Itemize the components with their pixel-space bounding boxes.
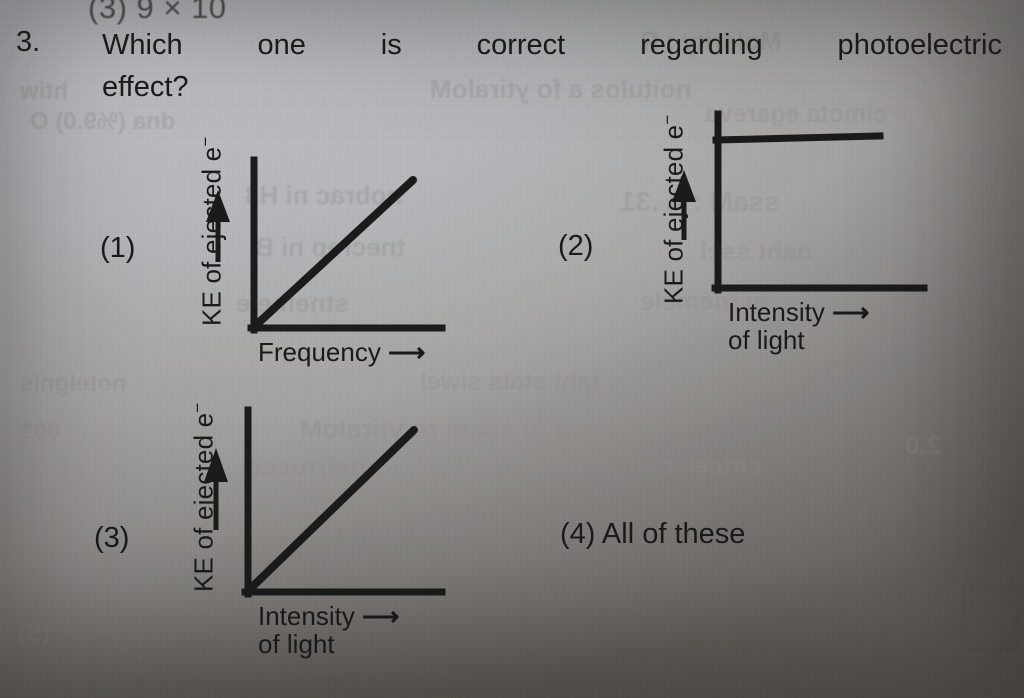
option-2-y-axis-label: KE of ejected e− [658,115,690,304]
option-3-data-line [245,426,418,594]
option-2-y-axis-label-superscript: − [658,114,677,125]
option-3-y-axis-label-text: KE of ejected e [188,412,219,592]
question-text: Which one is correct regarding photoelec… [102,24,1002,108]
option-2-graph: KE of ejected e− Intensity ⟶ of light [632,108,932,354]
option-2-y-axis-label-text: KE of ejected e [658,124,689,304]
option-3-y-axis-label: KE of ejected e− [188,403,220,592]
option-3-y-axis-label-superscript: − [188,402,207,413]
option-2-data-line [712,132,884,144]
option-2-x-axis-label: Intensity ⟶ of light [728,298,869,354]
question-text-line-1: Which one is correct regarding photoelec… [102,29,1002,61]
option-3-graph: KE of ejected e− Intensity ⟶ of light [160,403,460,658]
option-1-y-axis-label-superscript: − [196,136,215,147]
option-3-x-axis-label: Intensity ⟶ of light [258,602,399,658]
option-1-x-axis-arrow-icon: ⟶ [388,337,426,367]
question-text-line-2: effect? [102,71,189,104]
option-3-x-axis-label-text: Intensity [258,601,355,631]
previous-question-fragment: (3) 9 × 10 [88,0,227,25]
option-3-label[interactable]: (3) [94,522,130,554]
option-2-x-axis-arrow-icon: ⟶ [832,297,870,327]
option-1-y-axis-label: KE of ejected e− [196,137,228,326]
paper-bleed-mark [962,586,1018,650]
option-1-y-axis-label-text: KE of ejected e [196,146,227,326]
question-number: 3. [16,26,41,58]
option-1-x-axis-label-text: Frequency [258,337,381,367]
option-1-label[interactable]: (1) [100,232,136,264]
option-2-x-axis-label-line-2: of light [728,325,805,356]
option-3-x-axis-label-line-2: of light [258,629,335,660]
option-4[interactable]: (4) All of these [560,518,745,551]
option-2-x-axis-label-text: Intensity [728,297,825,327]
option-4-label: (4) [560,518,596,550]
option-3-x-axis-arrow-icon: ⟶ [362,601,400,631]
option-1-data-line [251,176,417,330]
option-1-graph: KE of ejected e− Frequency ⟶ [170,137,460,366]
option-4-text: All of these [601,518,746,550]
option-1-x-axis-label: Frequency ⟶ [258,338,425,366]
option-2-label[interactable]: (2) [558,230,594,262]
